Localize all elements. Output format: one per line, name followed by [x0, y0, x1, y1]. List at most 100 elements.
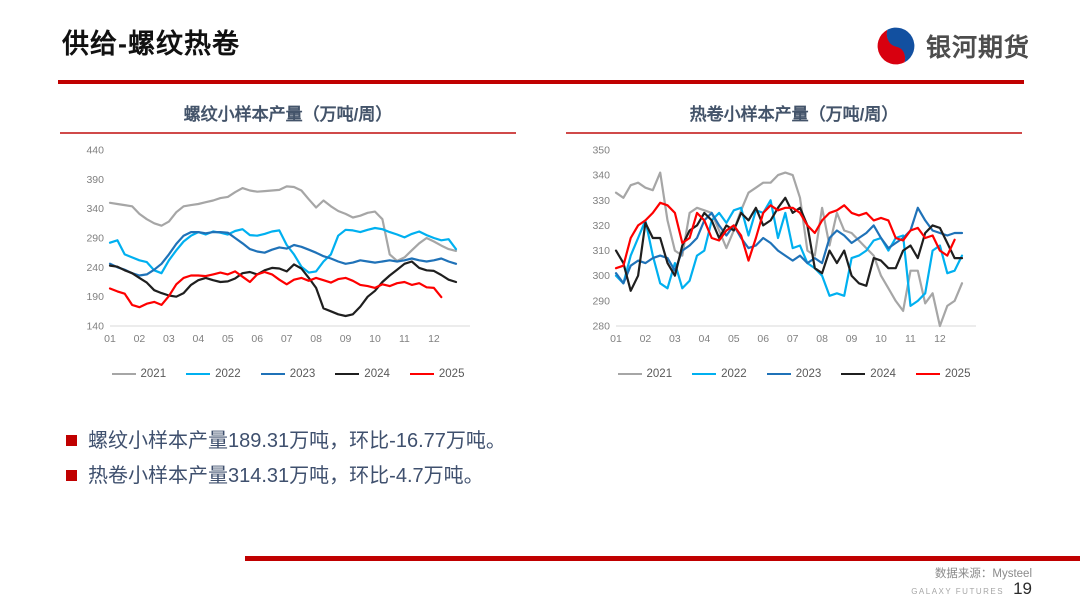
x-tick-label: 05 [728, 333, 740, 345]
bullet-rebar-output: 螺纹小样本产量189.31万吨，环比-16.77万吨。 [66, 428, 506, 454]
y-tick-label: 350 [592, 145, 610, 157]
x-tick-label: 08 [310, 333, 322, 345]
hrc-chart-title: 热卷小样本产量（万吨/周） [566, 100, 1022, 134]
y-tick-label: 440 [86, 145, 104, 157]
x-tick-label: 11 [399, 333, 410, 345]
legend-item-2022: 2022 [692, 368, 747, 380]
legend-item-2024: 2024 [841, 368, 896, 380]
legend-swatch-icon [186, 372, 211, 376]
series-line-2023 [108, 230, 458, 277]
x-tick-label: 04 [698, 333, 710, 345]
bullet-text: 螺纹小样本产量189.31万吨，环比-16.77万吨。 [88, 430, 506, 452]
legend-swatch-icon [915, 372, 940, 376]
x-tick-label: 07 [787, 333, 799, 345]
hrc-chart: 280 290 300 310 320 330 340 350 01 02 03 04 05 06 07 08… [592, 145, 976, 345]
series-line-2022 [108, 226, 458, 275]
y-tick-label: 140 [86, 321, 104, 333]
x-tick-label: 05 [222, 333, 234, 345]
legend-item-2023: 2023 [766, 368, 822, 380]
brand-text: GALAXY FUTURES [911, 587, 1005, 596]
legend-label: 2021 [140, 368, 167, 380]
legend-item-2025: 2025 [409, 368, 465, 380]
x-tick-label: 08 [816, 333, 828, 345]
y-tick-label: 280 [592, 321, 610, 333]
series-line-2021 [614, 171, 964, 328]
galaxy-swirl-icon [874, 26, 918, 66]
y-tick-label: 320 [592, 220, 610, 232]
footer-brand-line: GALAXY FUTURES 19 [911, 579, 1032, 599]
summary-bullet-list: 螺纹小样本产量189.31万吨，环比-16.77万吨。 热卷小样本产量314.3… [66, 428, 506, 498]
legend-item-2022: 2022 [186, 368, 241, 380]
header-red-rule [58, 80, 1024, 84]
legend-item-2023: 2023 [260, 368, 316, 380]
y-tick-label: 190 [86, 291, 104, 303]
legend-item-2025: 2025 [915, 368, 971, 380]
legend-swatch-icon [260, 372, 285, 376]
bullet-square-icon [66, 470, 77, 481]
series-line-2023 [614, 206, 964, 285]
page-number: 19 [1013, 579, 1032, 598]
series-line-2024 [108, 260, 458, 318]
legend-swatch-icon [692, 372, 717, 376]
legend-label: 2023 [795, 368, 822, 380]
chart-panel-rebar: 螺纹小样本产量（万吨/周） 140 190 240 290 340 390 440 01 02 0… [60, 100, 516, 380]
legend-label: 2022 [721, 368, 747, 380]
x-tick-label: 10 [875, 333, 887, 345]
legend-label: 2025 [438, 368, 465, 380]
rebar-chart-title: 螺纹小样本产量（万吨/周） [60, 100, 516, 134]
x-tick-label: 11 [905, 333, 916, 345]
y-tick-label: 290 [86, 233, 104, 245]
x-tick-label: 12 [934, 333, 946, 345]
hrc-chart-legend: 2021 2022 2023 2024 2025 [566, 368, 1022, 380]
series-line-2021 [108, 185, 458, 263]
y-tick-label: 240 [86, 262, 104, 274]
legend-item-2024: 2024 [335, 368, 390, 380]
x-tick-label: 09 [340, 333, 352, 345]
x-tick-label: 01 [104, 333, 116, 345]
y-tick-label: 340 [592, 170, 610, 182]
x-tick-label: 06 [757, 333, 769, 345]
legend-swatch-icon [617, 372, 642, 376]
bullet-hrc-output: 热卷小样本产量314.31万吨，环比-4.7万吨。 [66, 463, 506, 489]
series-line-2024 [614, 196, 964, 292]
legend-label: 2024 [870, 368, 896, 380]
data-source: 数据来源：Mysteel [934, 568, 1032, 580]
y-tick-label: 390 [86, 174, 104, 186]
rebar-chart-legend: 2021 2022 2023 2024 2025 [60, 368, 516, 380]
x-tick-label: 10 [369, 333, 381, 345]
x-tick-label: 09 [846, 333, 858, 345]
y-tick-label: 330 [592, 195, 610, 207]
x-tick-label: 02 [134, 333, 146, 345]
galaxy-futures-logo: 银河期货 [874, 26, 1030, 66]
bullet-text: 热卷小样本产量314.31万吨，环比-4.7万吨。 [88, 465, 484, 487]
y-tick-label: 340 [86, 203, 104, 215]
legend-swatch-icon [766, 372, 791, 376]
legend-label: 2024 [364, 368, 390, 380]
x-tick-label: 07 [281, 333, 293, 345]
series-line-2025 [108, 270, 443, 309]
legend-item-2021: 2021 [111, 368, 167, 380]
chart-panel-hrc: 热卷小样本产量（万吨/周） 280 290 300 310 320 330 340 350 01… [566, 100, 1022, 380]
x-tick-label: 03 [163, 333, 175, 345]
x-tick-label: 04 [192, 333, 204, 345]
legend-label: 2022 [215, 368, 241, 380]
series-line-2025 [614, 201, 956, 270]
rebar-chart: 140 190 240 290 340 390 440 01 02 03 04 05 06 07 08 09 1… [86, 145, 470, 345]
legend-swatch-icon [841, 372, 866, 376]
x-tick-label: 12 [428, 333, 440, 345]
page-title: 供给-螺纹热卷 [62, 29, 240, 59]
legend-label: 2023 [289, 368, 316, 380]
x-tick-label: 01 [610, 333, 622, 345]
logo-text: 银河期货 [925, 34, 1030, 62]
legend-item-2021: 2021 [617, 368, 673, 380]
y-tick-label: 310 [592, 245, 610, 257]
x-tick-label: 03 [669, 333, 681, 345]
legend-label: 2025 [944, 368, 971, 380]
legend-swatch-icon [111, 372, 136, 376]
bullet-square-icon [66, 435, 77, 446]
footer-red-bar [245, 556, 1080, 561]
x-tick-label: 02 [640, 333, 652, 345]
legend-label: 2021 [646, 368, 673, 380]
x-tick-label: 06 [251, 333, 263, 345]
